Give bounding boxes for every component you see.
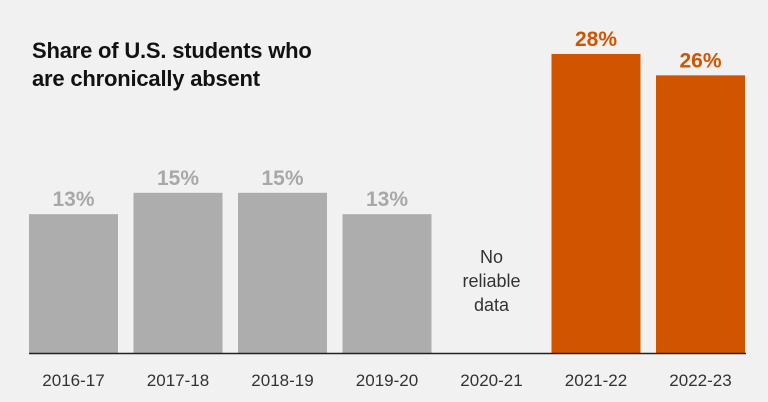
data-label-2018-19: 15%: [261, 167, 303, 190]
data-label-2016-17: 13%: [52, 188, 94, 211]
bar-2016-17: [29, 214, 118, 353]
bar-2018-19: [238, 192, 327, 353]
x-tick-label-2020-21: 2020-21: [460, 371, 522, 390]
x-tick-label-2016-17: 2016-17: [42, 371, 104, 390]
bar-2019-20: [342, 214, 432, 353]
chart-title-line-1: Share of U.S. students who: [32, 38, 312, 63]
data-label-2019-20: 13%: [366, 188, 408, 211]
data-label-2022-23: 26%: [679, 49, 721, 72]
x-tick-label-2021-22: 2021-22: [565, 371, 627, 390]
x-tick-label-2018-19: 2018-19: [251, 371, 313, 390]
no-data-note-line: No: [480, 247, 503, 267]
x-tick-label-2019-20: 2019-20: [356, 371, 418, 390]
data-label-2017-18: 15%: [157, 167, 199, 190]
x-tick-label-2017-18: 2017-18: [147, 371, 209, 390]
bar-2017-18: [133, 192, 223, 353]
x-tick-label-2022-23: 2022-23: [669, 371, 731, 390]
no-data-note-line: data: [474, 295, 510, 315]
bar-2021-22: [551, 53, 641, 354]
data-label-2021-22: 28%: [575, 28, 617, 51]
no-data-note-line: reliable: [462, 271, 520, 291]
bar-2022-23: [656, 75, 745, 353]
chart-title: Share of U.S. students who are chronical…: [32, 37, 312, 93]
chart-title-line-2: are chronically absent: [32, 66, 260, 91]
